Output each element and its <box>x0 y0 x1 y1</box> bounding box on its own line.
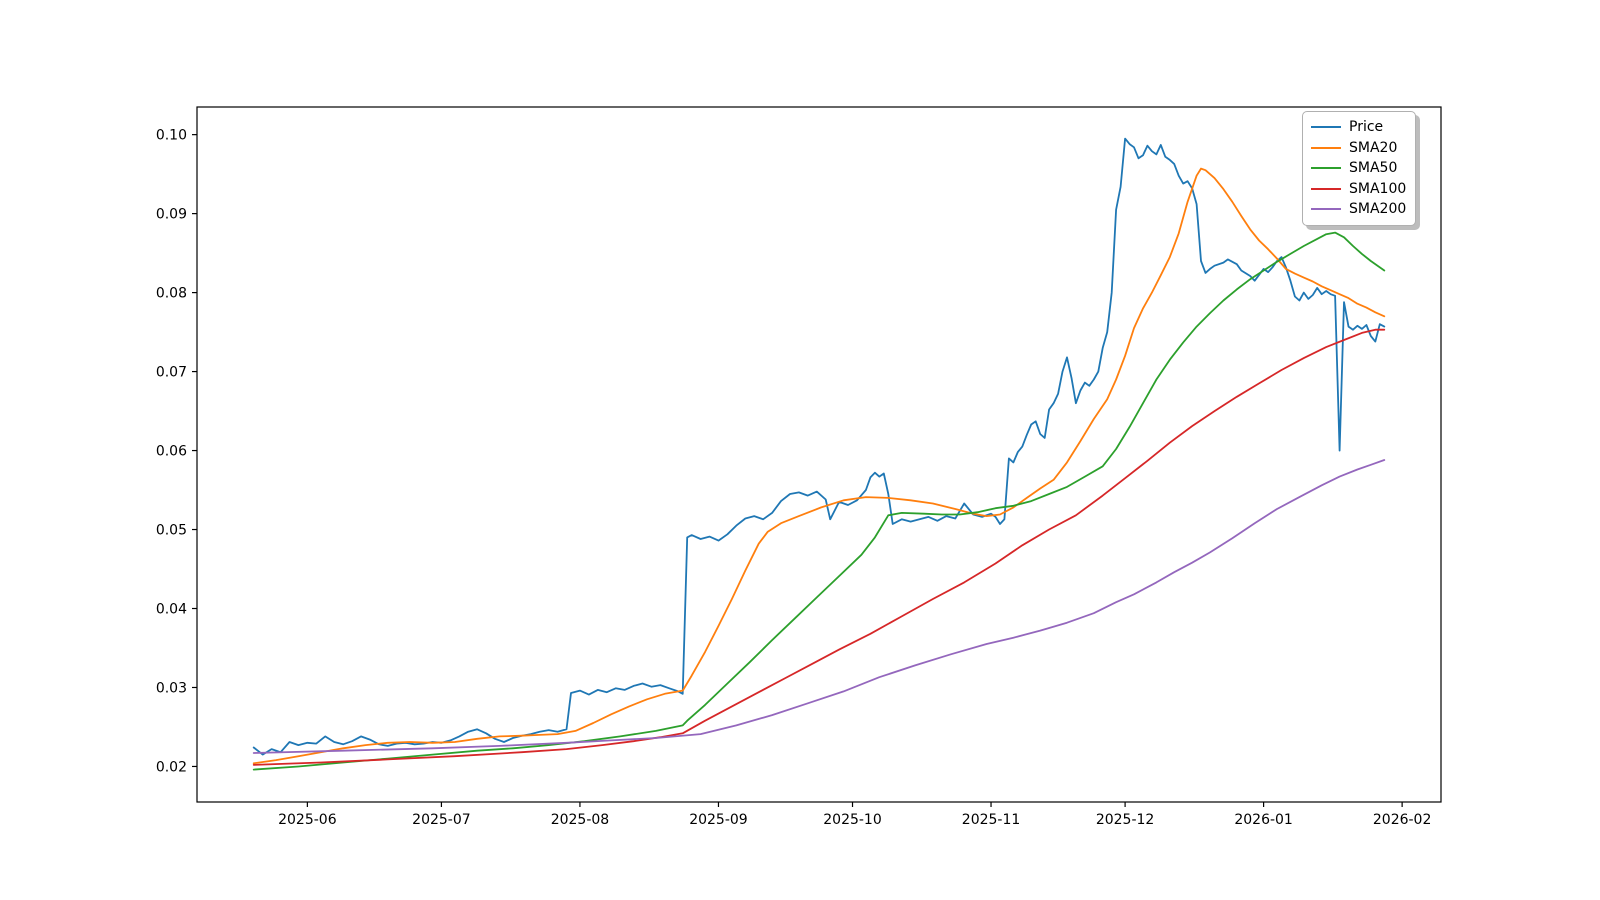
x-tick-label: 2025-12 <box>1096 812 1155 828</box>
legend-entry-sma200: SMA200 <box>1311 199 1406 220</box>
y-tick-label: 0.09 <box>156 207 187 223</box>
legend-label: SMA200 <box>1349 201 1407 218</box>
chart-legend: Price SMA20 SMA50 SMA100 SMA200 <box>1302 111 1417 226</box>
y-tick-label: 0.07 <box>156 365 187 381</box>
x-tick-label: 2025-11 <box>962 812 1021 828</box>
legend-entry-sma100: SMA100 <box>1311 179 1406 200</box>
series-line-sma20 <box>252 167 1386 765</box>
y-tick-label: 0.03 <box>156 680 187 696</box>
y-tick-label: 0.02 <box>156 759 187 775</box>
y-tick-label: 0.08 <box>156 286 187 302</box>
y-tick-label: 0.05 <box>156 523 187 539</box>
x-tick-label: 2025-06 <box>278 812 337 828</box>
legend-label: SMA100 <box>1349 180 1407 197</box>
y-tick-label: 0.10 <box>156 128 187 144</box>
series-line-price <box>252 137 1386 756</box>
y-tick-label: 0.04 <box>156 602 187 618</box>
legend-line-sample-price <box>1311 126 1341 129</box>
legend-line-sample-sma200 <box>1311 208 1341 211</box>
legend-entry-sma20: SMA20 <box>1311 138 1406 159</box>
y-tick-label: 0.06 <box>156 444 187 460</box>
legend-line-sample-sma100 <box>1311 187 1341 190</box>
x-tick-label: 2026-02 <box>1373 812 1432 828</box>
legend-line-sample-sma50 <box>1311 167 1341 170</box>
legend-line-sample-sma20 <box>1311 146 1341 149</box>
x-tick-label: 2025-08 <box>551 812 610 828</box>
legend-label: SMA50 <box>1349 160 1398 177</box>
x-tick-label: 2026-01 <box>1234 812 1293 828</box>
legend-entry-price: Price <box>1311 117 1406 138</box>
x-tick-label: 2025-10 <box>823 812 882 828</box>
legend-entry-sma50: SMA50 <box>1311 158 1406 179</box>
series-line-sma50 <box>252 231 1386 771</box>
legend-label: Price <box>1349 119 1384 136</box>
x-tick-label: 2025-09 <box>689 812 748 828</box>
axes-spines <box>196 106 1442 803</box>
series-line-sma200 <box>252 459 1386 754</box>
series-line-sma100 <box>252 328 1386 766</box>
x-tick-label: 2025-07 <box>412 812 471 828</box>
legend-label: SMA20 <box>1349 139 1398 156</box>
